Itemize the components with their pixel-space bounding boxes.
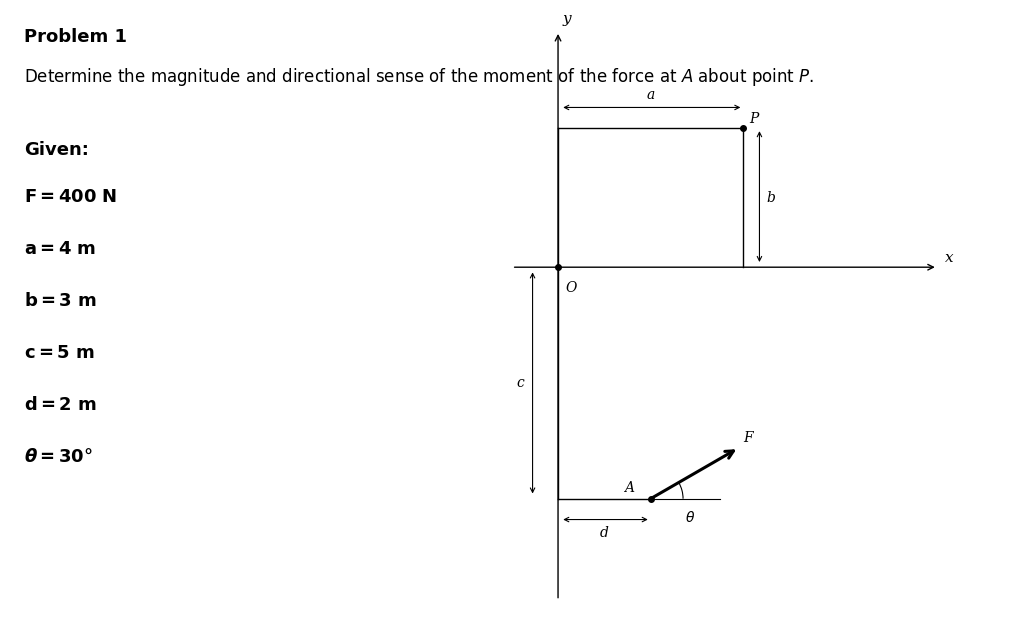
Text: $\mathbf{c = 5\ m}$: $\mathbf{c = 5\ m}$ xyxy=(25,344,94,362)
Text: $\mathbf{d = 2\ m}$: $\mathbf{d = 2\ m}$ xyxy=(25,396,97,414)
Text: P: P xyxy=(749,112,758,126)
Text: $\theta$: $\theta$ xyxy=(685,510,695,525)
Text: $\boldsymbol{\theta = 30°}$: $\boldsymbol{\theta = 30°}$ xyxy=(25,448,93,466)
Text: $\mathbf{a = 4\ m}$: $\mathbf{a = 4\ m}$ xyxy=(25,240,96,258)
Text: Determine the magnitude and directional sense of the moment of the force at $A$ : Determine the magnitude and directional … xyxy=(25,66,814,88)
Text: Problem 1: Problem 1 xyxy=(25,28,127,46)
Text: y: y xyxy=(562,13,571,26)
Text: a: a xyxy=(646,88,654,102)
Text: F: F xyxy=(743,431,753,445)
Text: b: b xyxy=(766,191,775,205)
Text: x: x xyxy=(945,251,953,265)
Text: O: O xyxy=(565,281,577,295)
Text: Given:: Given: xyxy=(25,141,89,159)
Text: A: A xyxy=(625,481,635,495)
Text: $\mathbf{b = 3\ m}$: $\mathbf{b = 3\ m}$ xyxy=(25,292,97,310)
Text: $\mathbf{F = 400\ N}$: $\mathbf{F = 400\ N}$ xyxy=(25,188,118,206)
Text: d: d xyxy=(600,527,609,540)
Text: c: c xyxy=(516,376,524,390)
